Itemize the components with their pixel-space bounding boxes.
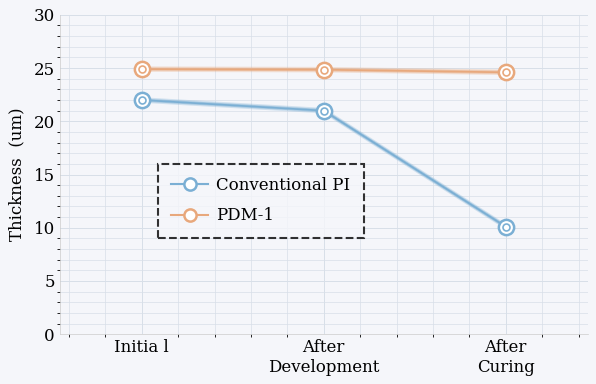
- Legend: Conventional PI, PDM-1: Conventional PI, PDM-1: [158, 164, 364, 238]
- Y-axis label: Thickness  (um): Thickness (um): [8, 108, 26, 241]
